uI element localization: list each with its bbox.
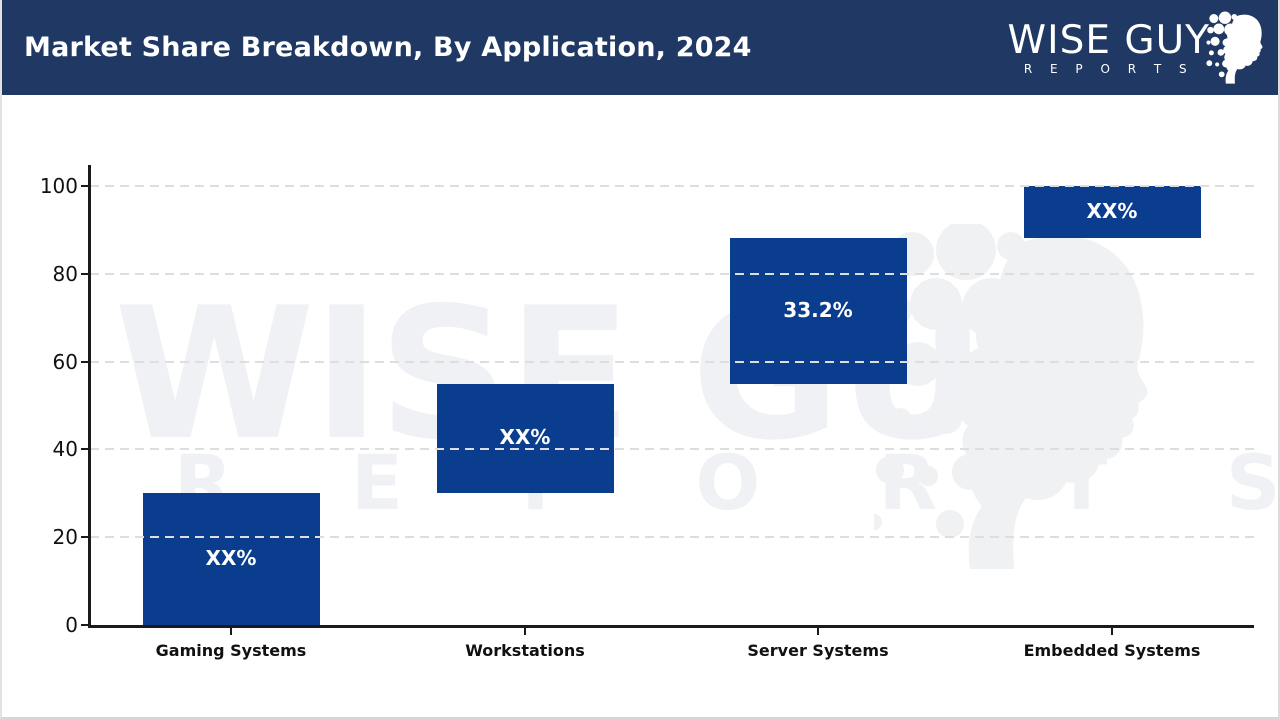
y-axis-line (88, 165, 91, 627)
bar-value-label: XX% (1086, 198, 1138, 223)
gridline (90, 185, 1254, 187)
y-axis-tick (81, 185, 89, 187)
x-axis-line (88, 625, 1254, 628)
gridline (90, 536, 1254, 539)
brand-logo: WISE GUY R E P O R T S (1008, 6, 1268, 90)
bar-segment (436, 383, 614, 494)
y-axis-tick (81, 272, 89, 275)
bar-segment (142, 493, 320, 625)
y-axis-tick (81, 624, 89, 626)
y-axis-tick (81, 360, 89, 363)
bar-segment (729, 237, 907, 384)
bar-value-label: XX% (205, 546, 257, 571)
header-bar: Market Share Breakdown, By Application, … (2, 0, 1278, 95)
y-axis-tick-label: 60 (52, 349, 78, 374)
y-axis-tick-label: 20 (52, 525, 78, 550)
y-axis-tick-label: 80 (52, 261, 78, 286)
brand-dotted-head-icon (1206, 11, 1263, 84)
page-title: Market Share Breakdown, By Application, … (24, 32, 752, 63)
y-axis-tick-label: 100 (39, 174, 78, 198)
y-axis-tick-label: 0 (65, 613, 78, 637)
x-axis-category-label: Server Systems (747, 641, 889, 660)
brand-logo-text: WISE GUY R E P O R T S (1007, 17, 1210, 76)
brand-subtitle: R E P O R T S (1023, 61, 1194, 76)
gridline (90, 272, 1254, 275)
y-axis-tick-label: 40 (52, 437, 78, 462)
x-axis-tick (230, 627, 232, 635)
gridline (90, 360, 1254, 363)
y-axis-tick (81, 448, 89, 451)
watermark-dotted-head-icon (874, 224, 1148, 569)
bar-value-label: 33.2% (783, 297, 853, 322)
bar-value-label: XX% (499, 425, 551, 450)
x-axis-category-label: Workstations (465, 641, 585, 660)
x-axis-category-label: Embedded Systems (1023, 641, 1201, 660)
x-axis-tick (524, 627, 526, 635)
x-axis-category-label: Gaming Systems (155, 641, 307, 660)
bar-segment (1023, 186, 1201, 238)
gridline (90, 448, 1254, 451)
brand-name: WISE GUY (1007, 17, 1210, 63)
x-axis-tick (817, 627, 819, 635)
x-axis-tick (1111, 627, 1113, 635)
y-axis-tick (81, 536, 89, 539)
